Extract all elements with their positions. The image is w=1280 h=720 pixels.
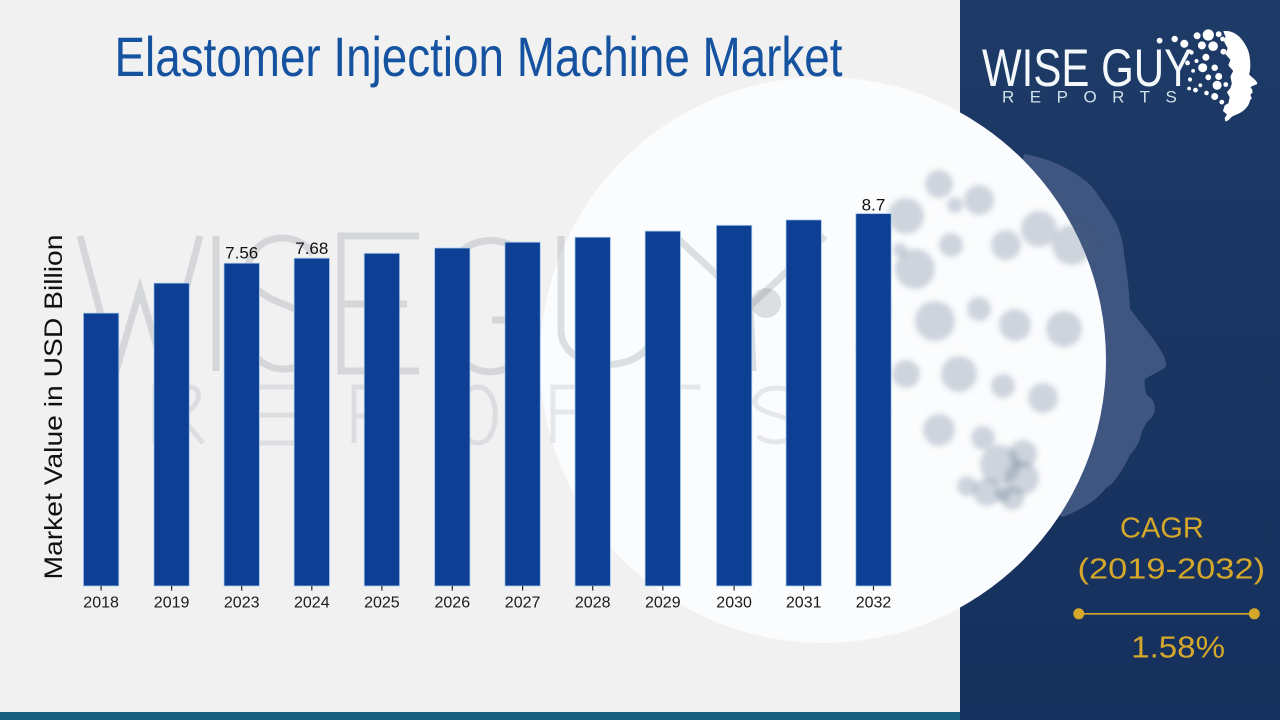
svg-text:2028: 2028 xyxy=(575,595,611,612)
svg-text:2029: 2029 xyxy=(645,595,681,612)
svg-text:2032: 2032 xyxy=(856,595,892,612)
svg-text:REPORTS: REPORTS xyxy=(1002,88,1192,107)
svg-text:2018: 2018 xyxy=(83,595,119,612)
svg-text:2025: 2025 xyxy=(364,595,400,612)
svg-text:2027: 2027 xyxy=(505,595,541,612)
svg-text:2024: 2024 xyxy=(294,595,330,612)
svg-text:Elastomer Injection Machine Ma: Elastomer Injection Machine Market xyxy=(115,25,843,88)
svg-text:8.7: 8.7 xyxy=(862,196,886,215)
svg-text:7.56: 7.56 xyxy=(225,244,258,263)
svg-text:1.58%: 1.58% xyxy=(1131,630,1225,665)
svg-text:2023: 2023 xyxy=(224,595,260,612)
svg-text:7.68: 7.68 xyxy=(295,239,328,258)
svg-text:(2019-2032): (2019-2032) xyxy=(1078,554,1266,586)
svg-text:2031: 2031 xyxy=(786,595,822,612)
svg-text:2019: 2019 xyxy=(154,595,190,612)
svg-text:2030: 2030 xyxy=(716,595,752,612)
svg-text:2026: 2026 xyxy=(435,595,471,612)
svg-text:WISE GUY: WISE GUY xyxy=(982,39,1192,98)
svg-text:Market Value in USD Billion: Market Value in USD Billion xyxy=(40,235,68,580)
svg-text:CAGR: CAGR xyxy=(1120,513,1204,545)
